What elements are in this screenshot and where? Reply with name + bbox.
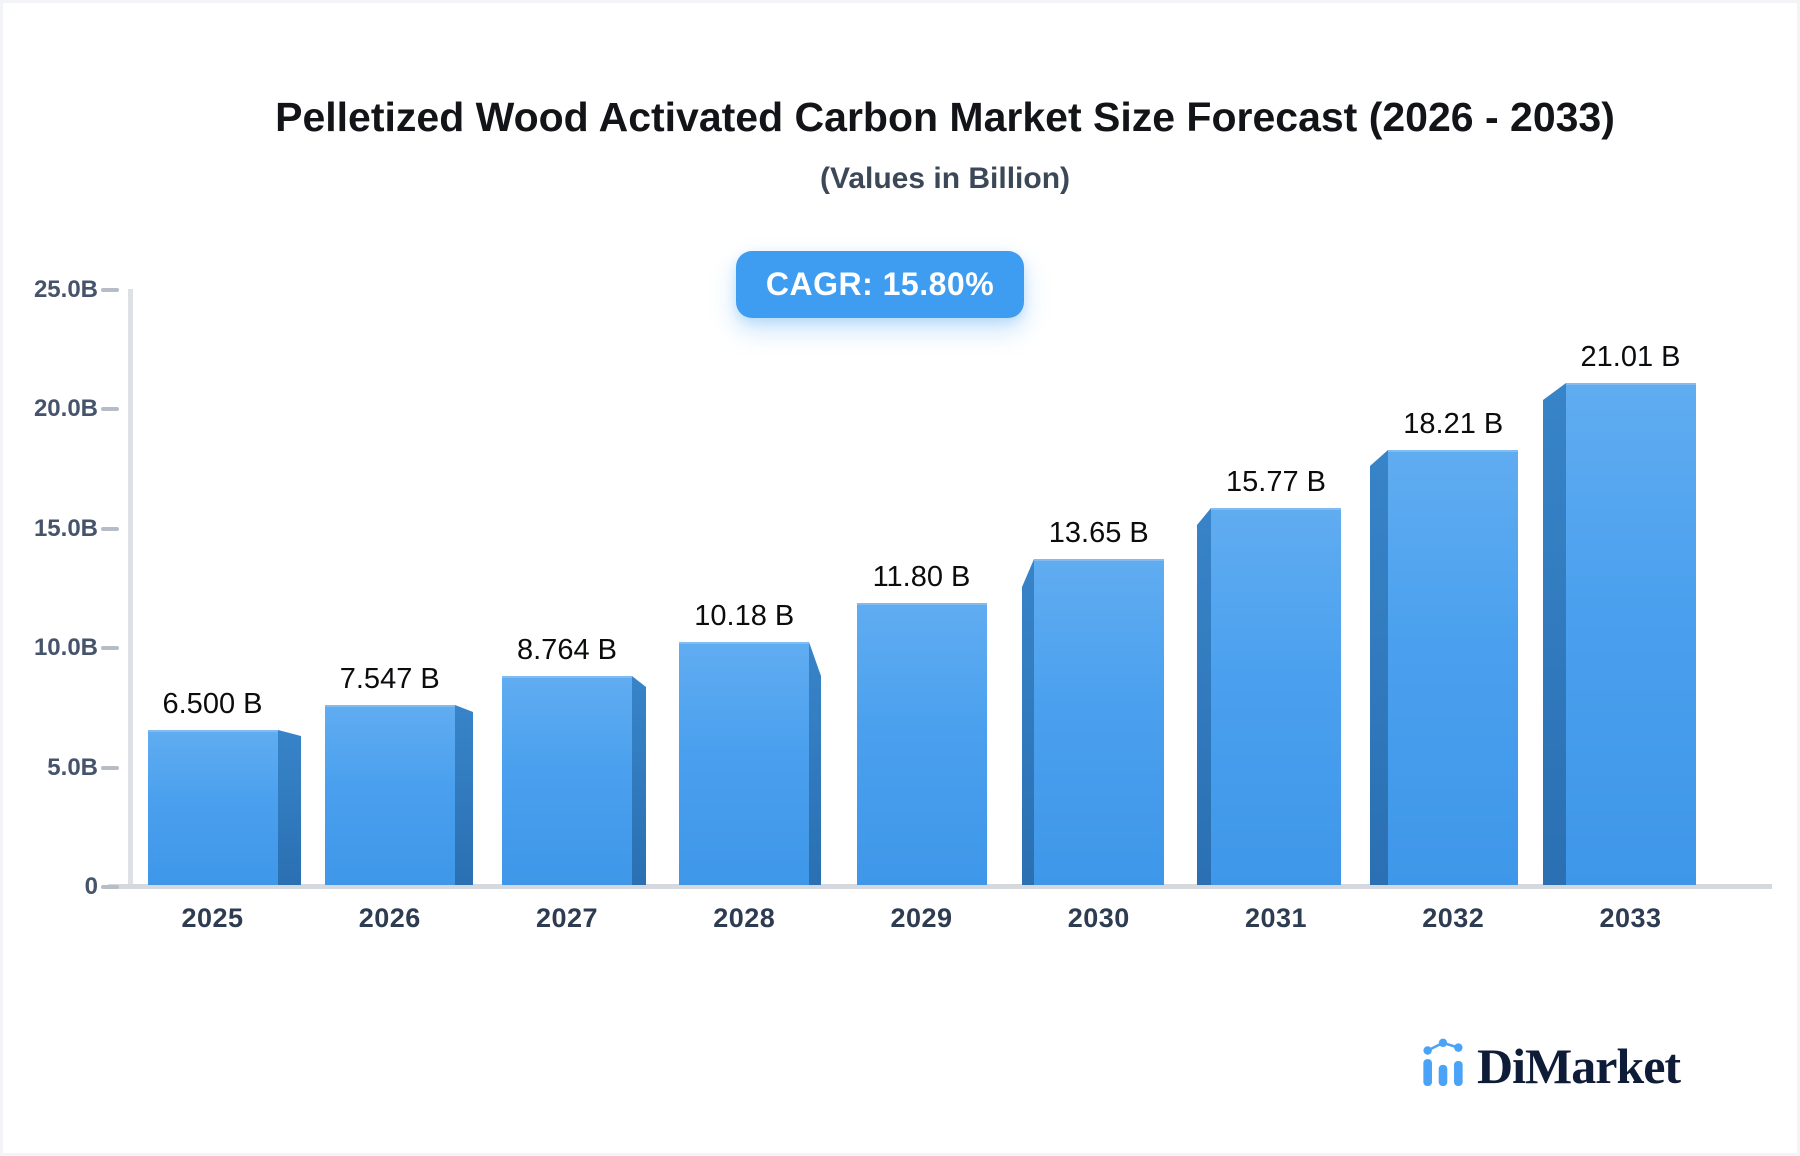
bar-3d-side-2027 — [632, 676, 646, 885]
bar-value-label: 18.21 B — [1403, 408, 1504, 440]
x-axis-label-2033: 2033 — [1599, 903, 1662, 933]
bar-3d-side-2031 — [1197, 508, 1211, 885]
bar-3d-side-2030 — [1022, 559, 1034, 885]
y-axis-tick-label: 5.0B — [47, 753, 98, 781]
cagr-badge: CAGR: 15.80% — [735, 251, 1025, 318]
bar-value-label: 21.01 B — [1580, 341, 1681, 373]
y-axis-tick-mark — [101, 407, 119, 412]
y-axis-tick-mark — [101, 885, 119, 889]
x-axis-label-2025: 2025 — [181, 903, 244, 933]
y-axis-tick-label: 15.0B — [33, 514, 98, 542]
y-axis-tick-label: 0 — [84, 873, 98, 900]
y-axis-tick-mark — [101, 646, 119, 651]
bar-value-label: 7.547 B — [339, 663, 440, 695]
bar-2028 — [679, 642, 809, 885]
bar-3d-side-2025 — [278, 730, 301, 885]
dimarket-logo-text: DiMarket — [1477, 1038, 1681, 1094]
x-axis-label-2031: 2031 — [1244, 903, 1308, 933]
bar-3d-side-2026 — [455, 705, 473, 885]
bar-2029 — [857, 603, 987, 885]
x-axis-label-2032: 2032 — [1422, 903, 1485, 933]
badge-row: CAGR: 15.80% — [40, 251, 1720, 318]
bar-2031 — [1211, 508, 1341, 885]
bar-3d-side-2028 — [809, 642, 821, 885]
bar-value-label: 11.80 B — [872, 561, 971, 593]
chart-title: Pelletized Wood Activated Carbon Market … — [275, 94, 1615, 140]
bar-2025 — [148, 730, 278, 885]
bar-value-label: 13.65 B — [1048, 517, 1149, 549]
y-axis-tick-label: 25.0B — [33, 276, 98, 304]
x-axis-label-2026: 2026 — [358, 903, 421, 933]
bar-2033 — [1566, 383, 1696, 885]
y-axis-tick-label: 10.0B — [33, 634, 98, 662]
bar-3d-side-2033 — [1543, 383, 1566, 885]
y-axis-tick-label: 20.0B — [33, 395, 98, 423]
bar-value-label: 6.500 B — [162, 688, 263, 720]
bar-2030 — [1034, 559, 1164, 885]
bar-value-label: 8.764 B — [517, 634, 617, 666]
bar-3d-side-2032 — [1370, 450, 1388, 885]
x-axis-baseline — [108, 884, 1772, 889]
bar-value-label: 15.77 B — [1226, 466, 1326, 498]
bar-2027 — [502, 676, 632, 885]
chart-subtitle: (Values in Billion) — [819, 162, 1071, 195]
dimarket-logo: DiMarket — [1420, 1038, 1681, 1094]
y-axis-tick-mark — [101, 526, 119, 531]
x-axis-label-2030: 2030 — [1067, 903, 1130, 933]
bar-value-label: 10.18 B — [694, 600, 795, 632]
x-axis-label-2027: 2027 — [535, 903, 599, 933]
x-axis-label-2028: 2028 — [713, 903, 776, 933]
x-axis-label-2029: 2029 — [890, 903, 953, 933]
y-axis-tick-mark — [101, 765, 119, 770]
bar-chart-sparkline-icon — [1423, 1038, 1463, 1086]
bar-2032 — [1388, 450, 1518, 885]
bar-2026 — [325, 705, 455, 885]
y-axis-tick-mark — [101, 288, 119, 293]
y-axis-line — [128, 289, 133, 886]
